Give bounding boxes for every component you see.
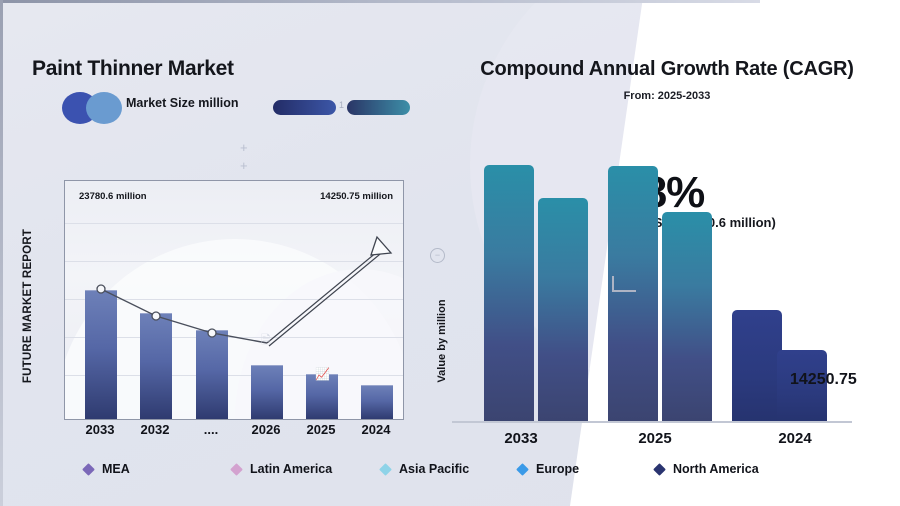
legend-marker-icon-asia-pacific — [379, 462, 392, 476]
x-label-2024: 2024 — [361, 422, 391, 437]
right-chart-plot-area — [452, 150, 872, 422]
right-chart-tick-marker — [612, 276, 636, 292]
growth-arrow-icon — [266, 235, 393, 347]
top-border-edge — [0, 0, 760, 3]
legend-pill-divider: 1 — [339, 100, 345, 110]
legend-marker-icon-europe — [516, 462, 529, 476]
legend-label-latin-america: Latin America — [250, 462, 333, 476]
bar-2024 — [361, 385, 393, 419]
two-circles-logo-icon — [62, 92, 124, 124]
minus-circle-icon: − — [430, 248, 445, 263]
right-x-label-2024: 2024 — [778, 430, 812, 447]
left-chart-overlay-svg — [96, 235, 393, 347]
x-label-2026: 2026 — [251, 422, 281, 437]
left-border-edge — [0, 0, 3, 506]
left-chart-x-axis: 2033 2032 .... 2026 2025 2024 — [64, 422, 402, 442]
legend-pill-secondary — [347, 100, 410, 115]
bar-2026 — [251, 365, 283, 419]
left-chart-plot-area: 23780.6 million 14250.75 million 🗎 📈 — [64, 180, 404, 420]
bar-2025 — [306, 374, 338, 419]
bar-dots — [196, 330, 228, 419]
right-chart-y-axis-label: Value by million — [436, 299, 448, 383]
left-chart-note-start: 23780.6 million — [79, 191, 147, 202]
x-label-2032: 2032 — [140, 422, 170, 437]
right-panel-title: Compound Annual Growth Rate (CAGR) — [480, 58, 854, 80]
bottom-legend: MEA Latin America Asia Pacific Europe No… — [0, 462, 900, 490]
legend-pill-primary — [273, 100, 336, 115]
right-chart-baseline — [452, 421, 852, 423]
left-chart-y-axis-label: FUTURE MARKET REPORT — [22, 228, 34, 384]
legend-item-europe[interactable]: Europe — [516, 462, 580, 476]
market-size-legend-label: Market Size million — [126, 96, 239, 110]
gridline — [65, 261, 403, 262]
legend-label-mea: MEA — [102, 462, 130, 476]
bar-2033 — [85, 290, 117, 419]
gridline — [65, 299, 403, 300]
legend-label-asia-pacific: Asia Pacific — [399, 462, 470, 476]
legend-item-latin-america[interactable]: Latin America — [230, 462, 333, 476]
left-panel-title: Paint Thinner Market — [32, 57, 234, 80]
trend-point — [96, 284, 106, 294]
right-bar-2033-a — [484, 165, 534, 422]
x-label-ellipsis: .... — [203, 422, 219, 437]
legend-label-north-america: North America — [673, 462, 759, 476]
trend-line — [100, 288, 268, 344]
right-x-label-2025: 2025 — [638, 430, 672, 447]
left-chart-note-end: 14250.75 million — [320, 191, 393, 202]
gridline — [65, 223, 403, 224]
bar-2032 — [140, 313, 172, 419]
legend-marker-icon-mea — [82, 462, 95, 476]
right-bar-2024-a — [732, 310, 782, 422]
gridline — [65, 375, 403, 376]
legend-marker-icon-north-america — [653, 462, 666, 476]
right-bar-2033-b — [538, 198, 588, 422]
plus-icon-lower: + — [240, 158, 248, 173]
logo-circle-light — [86, 92, 122, 124]
right-bar-2024-b — [777, 350, 827, 422]
legend-item-mea[interactable]: MEA — [82, 462, 130, 476]
legend-marker-icon-latin-america — [230, 462, 243, 476]
watermark-icon-chart: 📈 — [315, 367, 330, 381]
right-bar-2025-b — [662, 212, 712, 422]
legend-label-europe: Europe — [536, 462, 580, 476]
plus-icon-upper: + — [240, 140, 248, 155]
right-x-label-2033: 2033 — [504, 430, 538, 447]
right-panel-subtitle: From: 2025-2033 — [623, 90, 711, 102]
legend-item-north-america[interactable]: North America — [653, 462, 759, 476]
legend-item-asia-pacific[interactable]: Asia Pacific — [379, 462, 470, 476]
x-label-2025: 2025 — [306, 422, 336, 437]
watermark-icon-doc: 🗎 — [261, 333, 271, 347]
right-bar-2025-a — [608, 166, 658, 422]
x-label-2033: 2033 — [85, 422, 115, 437]
trend-point — [151, 311, 161, 321]
right-chart-data-label: 14250.75 — [790, 371, 857, 388]
trend-point — [207, 328, 217, 338]
